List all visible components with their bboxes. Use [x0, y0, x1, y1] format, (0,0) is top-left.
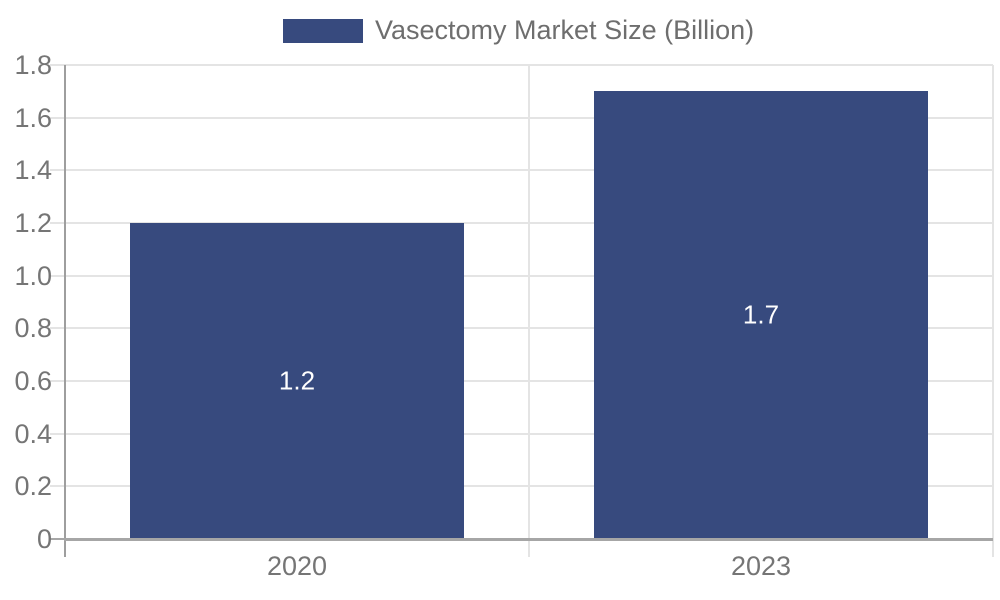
y-tick-label: 1.6 [14, 102, 52, 133]
bar [129, 223, 465, 539]
y-tick-label: 0.8 [14, 313, 52, 344]
y-tick-mark [50, 116, 65, 119]
legend-swatch [283, 18, 363, 43]
bar [593, 91, 929, 539]
y-tick-label: 1.2 [14, 208, 52, 238]
y-tick-label: 0.4 [14, 418, 52, 449]
bar-value-label: 1.7 [742, 299, 780, 330]
y-tick-mark [50, 169, 65, 172]
y-tick-label: 0.6 [14, 366, 52, 396]
y-tick-label: 0 [36, 524, 52, 554]
y-tick-mark [50, 432, 65, 435]
y-tick-mark [50, 538, 65, 540]
legend: Vasectomy Market Size (Billion) [283, 15, 754, 46]
y-tick-label: 1.8 [14, 50, 52, 80]
legend-label: Vasectomy Market Size (Billion) [375, 15, 755, 45]
y-tick-label: 0.2 [14, 471, 52, 502]
y-tick-label: 1.4 [14, 155, 52, 186]
y-tick-mark [50, 327, 65, 330]
y-axis-line [64, 65, 66, 557]
bar-value-label: 1.2 [278, 365, 316, 396]
y-tick-mark [50, 274, 65, 277]
y-tick-mark [50, 222, 65, 224]
x-axis-baseline [64, 538, 993, 541]
category-boundary-line [992, 65, 994, 557]
y-tick-mark [50, 485, 65, 488]
category-boundary-line [528, 65, 530, 557]
x-tick-label: 2023 [730, 551, 792, 581]
y-tick-mark [50, 64, 65, 66]
y-tick-label: 1.0 [14, 260, 52, 291]
y-tick-mark [50, 380, 65, 382]
x-tick-label: 2020 [266, 551, 328, 581]
